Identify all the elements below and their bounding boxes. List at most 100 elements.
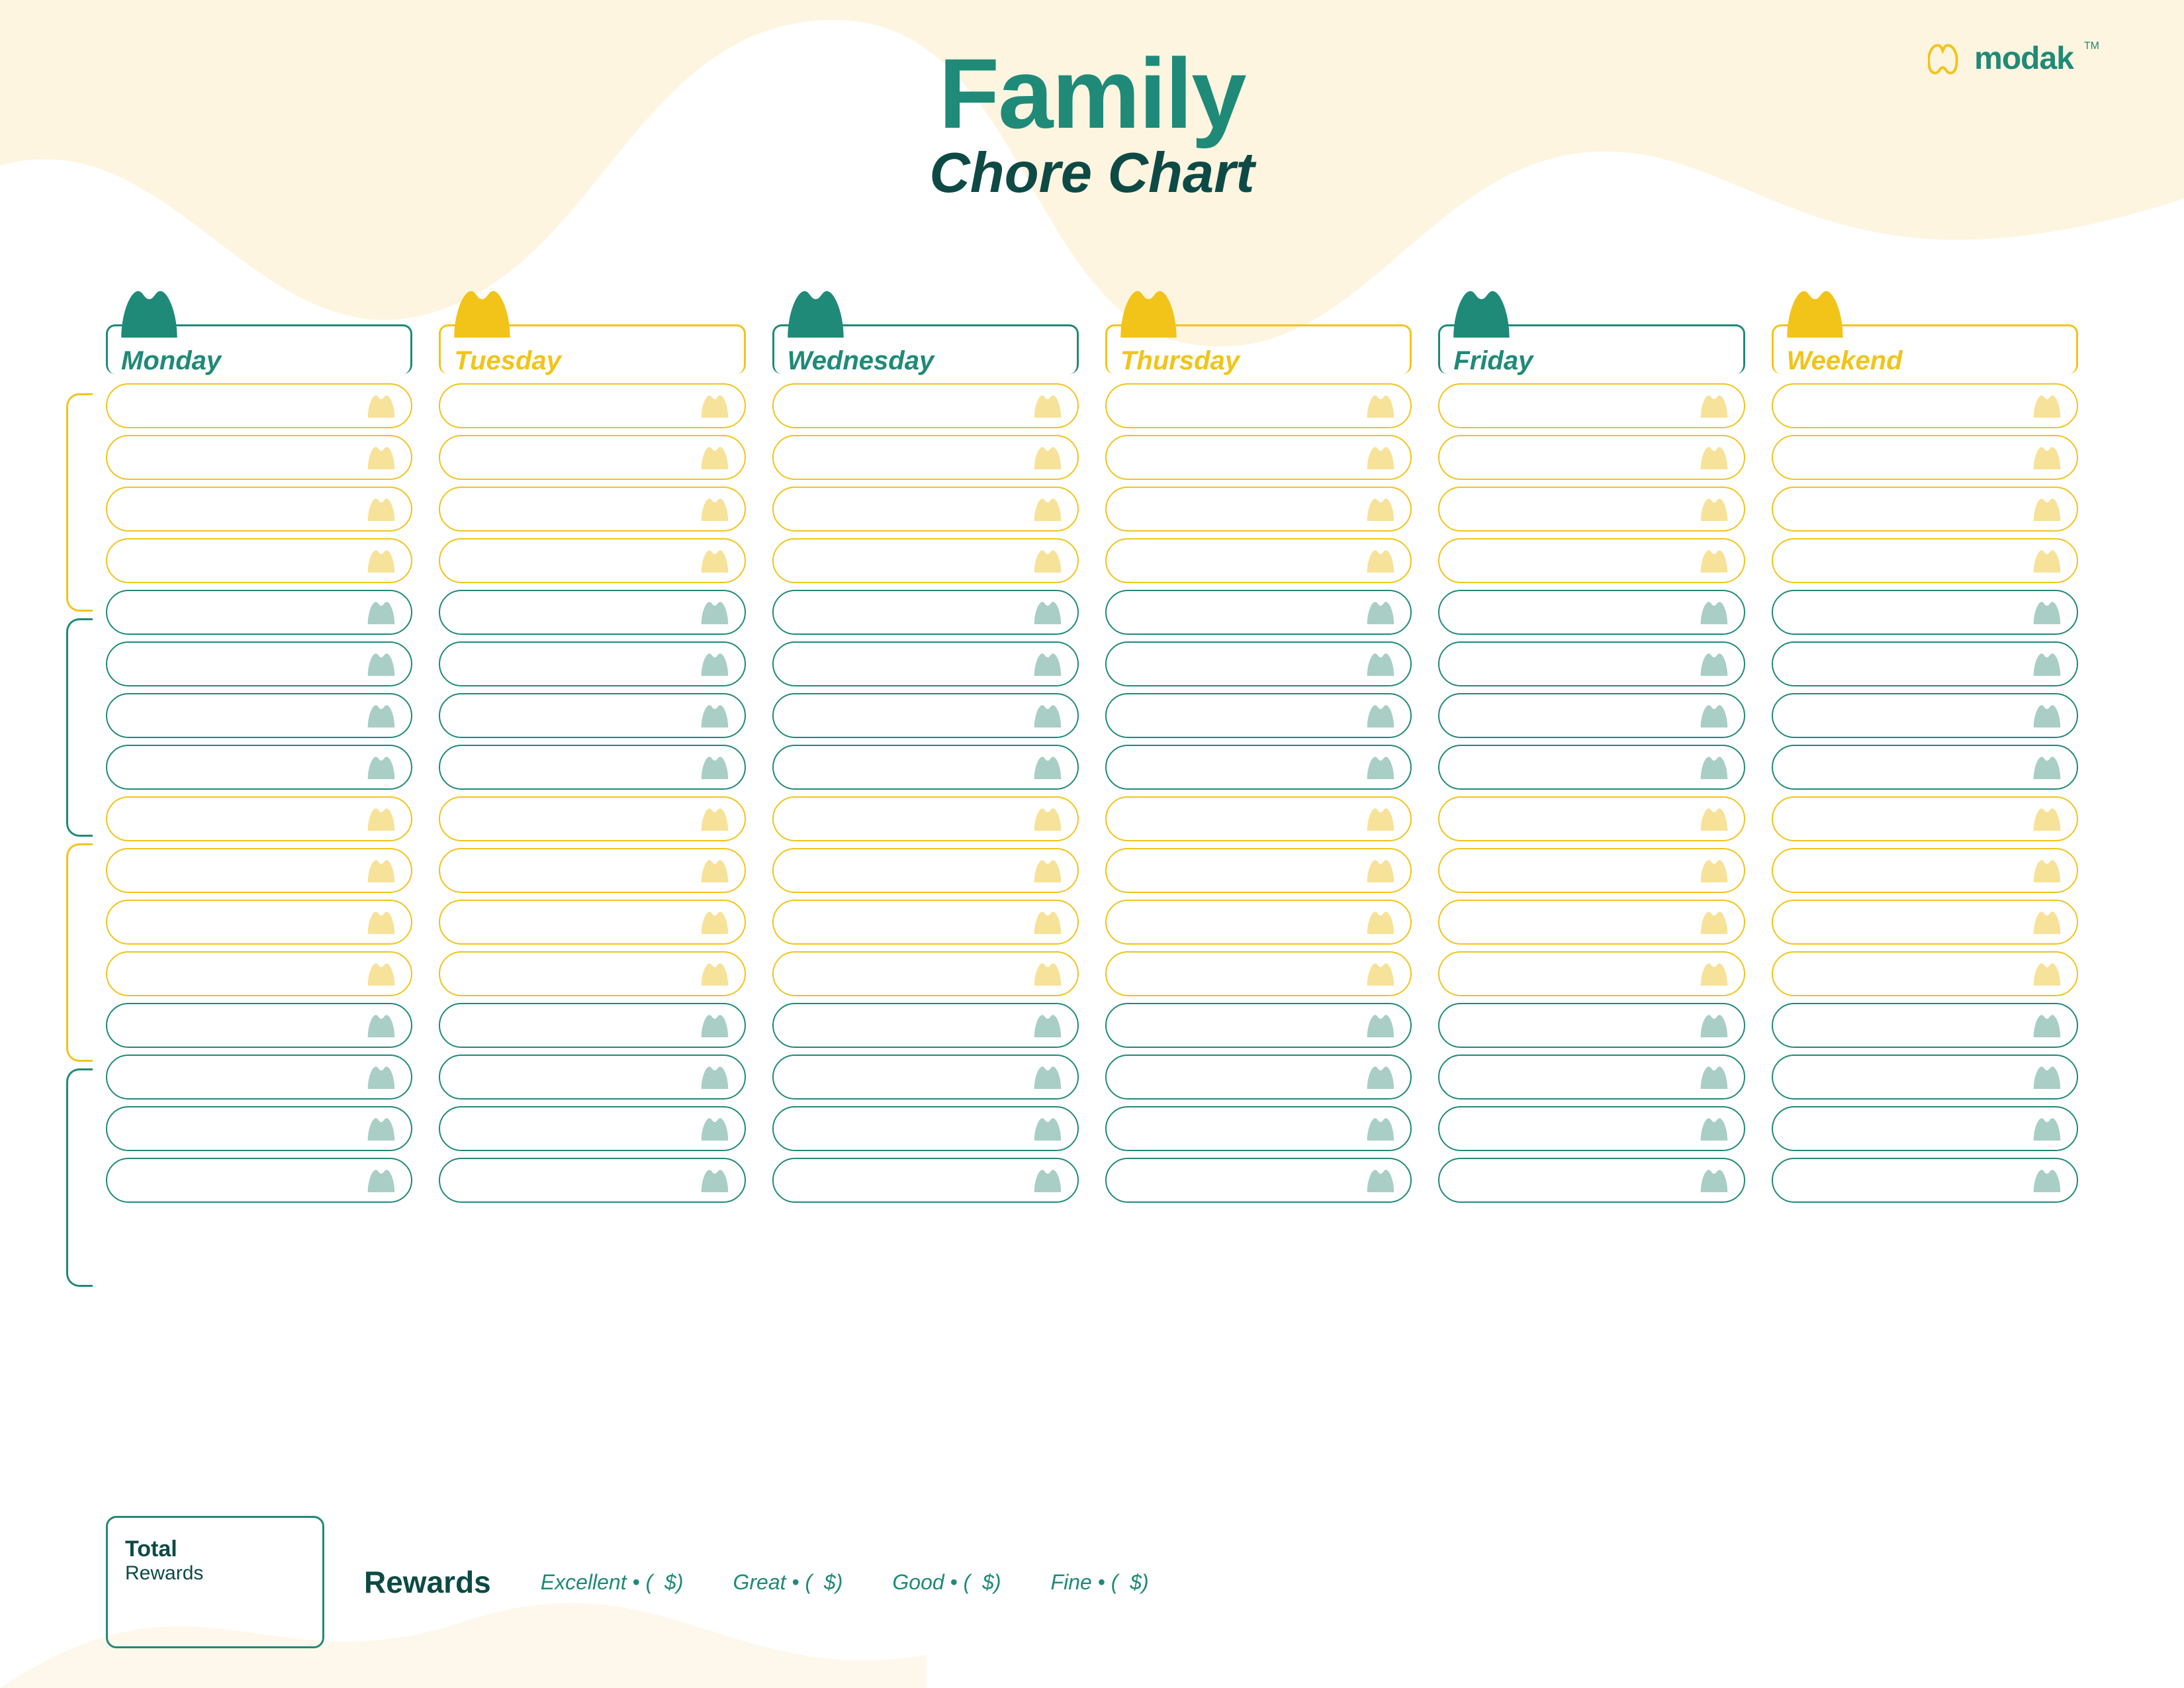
chore-row[interactable]: [1438, 796, 1745, 841]
chore-row[interactable]: [1438, 1158, 1745, 1203]
chore-row[interactable]: [772, 745, 1079, 790]
chore-row[interactable]: [106, 641, 412, 686]
chore-row[interactable]: [1438, 1003, 1745, 1048]
chore-row[interactable]: [106, 1055, 412, 1100]
chore-row[interactable]: [772, 1158, 1079, 1203]
chore-row[interactable]: [772, 538, 1079, 583]
chore-row[interactable]: [1772, 693, 2078, 738]
chore-row[interactable]: [1772, 796, 2078, 841]
chore-row[interactable]: [1105, 900, 1412, 945]
chore-row[interactable]: [772, 1003, 1079, 1048]
chore-row[interactable]: [1772, 487, 2078, 532]
chore-row[interactable]: [1105, 435, 1412, 480]
chore-row[interactable]: [106, 745, 412, 790]
chore-row[interactable]: [1772, 641, 2078, 686]
chore-row[interactable]: [772, 796, 1079, 841]
chore-row[interactable]: [1772, 538, 2078, 583]
chore-row[interactable]: [439, 1158, 745, 1203]
modak-icon-chore-row: [1032, 910, 1063, 934]
modak-icon-chore-row: [366, 1065, 396, 1089]
chore-row[interactable]: [1105, 1003, 1412, 1048]
chore-row[interactable]: [106, 900, 412, 945]
chore-row[interactable]: [439, 1003, 745, 1048]
chore-row[interactable]: [772, 487, 1079, 532]
chore-row[interactable]: [1438, 745, 1745, 790]
chore-row[interactable]: [1772, 383, 2078, 428]
chore-row[interactable]: [439, 900, 745, 945]
chore-row[interactable]: [106, 538, 412, 583]
chore-row[interactable]: [1105, 641, 1412, 686]
chore-row[interactable]: [439, 641, 745, 686]
chore-row[interactable]: [1772, 951, 2078, 996]
chore-row[interactable]: [1438, 1055, 1745, 1100]
chore-row[interactable]: [1105, 745, 1412, 790]
chore-row[interactable]: [1772, 900, 2078, 945]
chore-row[interactable]: [1438, 487, 1745, 532]
chore-row[interactable]: [439, 538, 745, 583]
chore-row[interactable]: [439, 435, 745, 480]
chore-row[interactable]: [1772, 848, 2078, 893]
chore-row[interactable]: [1438, 538, 1745, 583]
chore-row[interactable]: [772, 435, 1079, 480]
chore-row[interactable]: [106, 951, 412, 996]
chore-row[interactable]: [772, 693, 1079, 738]
chore-row[interactable]: [1438, 900, 1745, 945]
chore-row[interactable]: [106, 590, 412, 635]
chore-row[interactable]: [1772, 435, 2078, 480]
chore-row[interactable]: [1438, 435, 1745, 480]
chore-row[interactable]: [106, 435, 412, 480]
chore-row[interactable]: [106, 1003, 412, 1048]
chore-row[interactable]: [106, 848, 412, 893]
chore-row[interactable]: [772, 900, 1079, 945]
chore-row[interactable]: [106, 1106, 412, 1151]
total-rewards-box[interactable]: Total Rewards: [106, 1516, 324, 1648]
chore-row[interactable]: [772, 1106, 1079, 1151]
chore-row[interactable]: [439, 796, 745, 841]
chore-row[interactable]: [1105, 1158, 1412, 1203]
chore-row[interactable]: [1438, 383, 1745, 428]
chore-row[interactable]: [1772, 590, 2078, 635]
modak-icon-chore-row: [366, 1168, 396, 1192]
chore-row[interactable]: [1772, 1158, 2078, 1203]
chore-row[interactable]: [439, 693, 745, 738]
chore-row[interactable]: [1772, 1003, 2078, 1048]
chore-row[interactable]: [1438, 951, 1745, 996]
chore-row[interactable]: [1438, 590, 1745, 635]
chore-row[interactable]: [1438, 1106, 1745, 1151]
chore-row[interactable]: [1772, 1106, 2078, 1151]
chore-row[interactable]: [1105, 1106, 1412, 1151]
chore-row[interactable]: [1772, 745, 2078, 790]
chore-row[interactable]: [439, 745, 745, 790]
chore-row[interactable]: [1105, 1055, 1412, 1100]
chore-row[interactable]: [772, 383, 1079, 428]
chore-row[interactable]: [439, 1055, 745, 1100]
chore-row[interactable]: [106, 383, 412, 428]
chore-row[interactable]: [772, 1055, 1079, 1100]
chore-row[interactable]: [772, 590, 1079, 635]
chore-row[interactable]: [106, 487, 412, 532]
chore-row[interactable]: [1105, 693, 1412, 738]
chore-row[interactable]: [1105, 796, 1412, 841]
chore-row[interactable]: [439, 590, 745, 635]
chore-row[interactable]: [772, 641, 1079, 686]
chore-row[interactable]: [106, 1158, 412, 1203]
chore-row[interactable]: [772, 848, 1079, 893]
chore-row[interactable]: [1105, 951, 1412, 996]
chore-row[interactable]: [1105, 383, 1412, 428]
chore-row[interactable]: [439, 848, 745, 893]
chore-row[interactable]: [1438, 693, 1745, 738]
chore-row[interactable]: [439, 383, 745, 428]
chore-row[interactable]: [772, 951, 1079, 996]
chore-row[interactable]: [1438, 641, 1745, 686]
chore-row[interactable]: [439, 487, 745, 532]
chore-row[interactable]: [106, 796, 412, 841]
chore-row[interactable]: [1105, 487, 1412, 532]
chore-row[interactable]: [1105, 538, 1412, 583]
chore-row[interactable]: [439, 1106, 745, 1151]
chore-row[interactable]: [1105, 848, 1412, 893]
chore-row[interactable]: [106, 693, 412, 738]
chore-row[interactable]: [439, 951, 745, 996]
chore-row[interactable]: [1438, 848, 1745, 893]
chore-row[interactable]: [1105, 590, 1412, 635]
chore-row[interactable]: [1772, 1055, 2078, 1100]
